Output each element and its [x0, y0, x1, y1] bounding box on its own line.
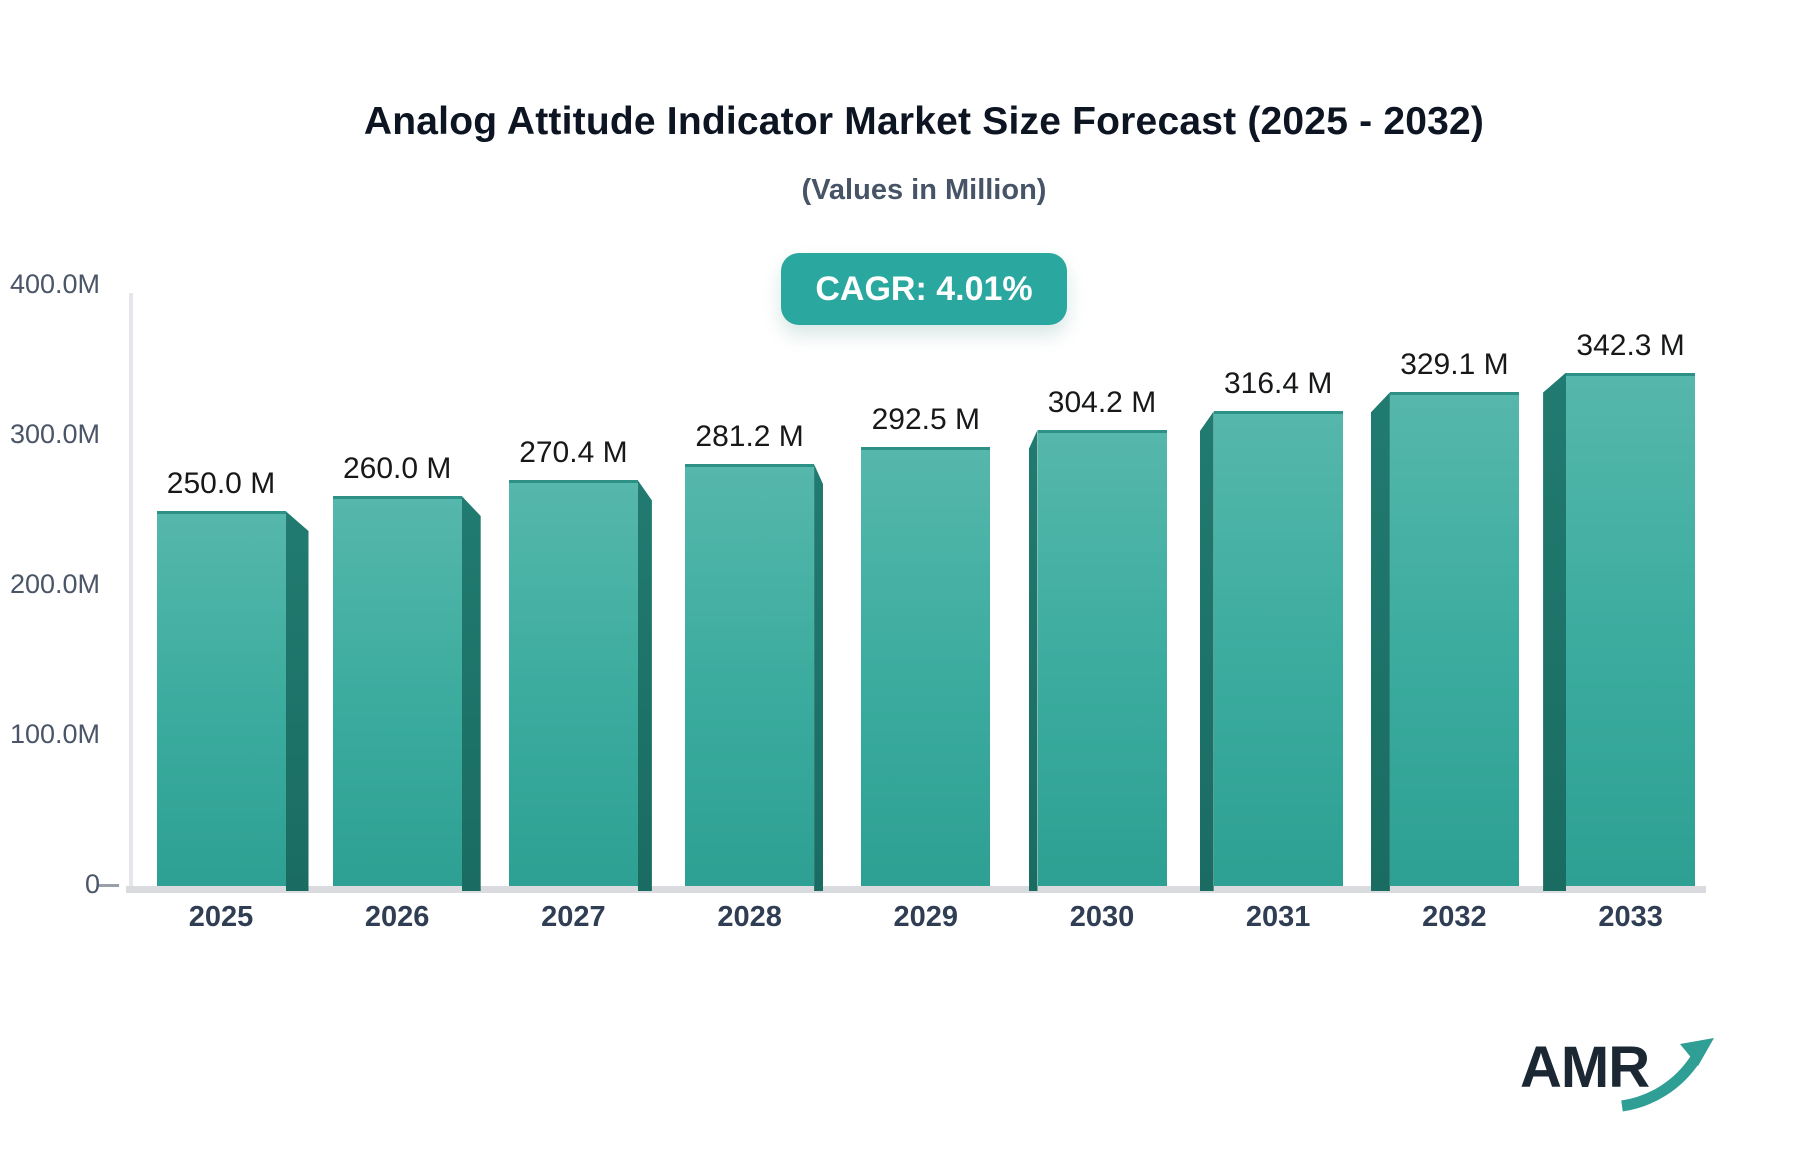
x-axis-baseline: [126, 886, 1706, 893]
bar-value-label: 281.2 M: [695, 420, 804, 454]
bar-value-label: 250.0 M: [166, 467, 276, 500]
bar-side-3d: [1028, 429, 1038, 891]
bar-2032: [1389, 392, 1519, 886]
trend-up-arrow-icon: [1621, 1038, 1714, 1112]
bar-value-label: 292.5 M: [871, 403, 980, 437]
bar-side-3d: [1370, 392, 1390, 891]
amr-logo-text: AMR: [1520, 1035, 1650, 1100]
bar-value-label: 260.0 M: [342, 452, 452, 485]
x-tick-label: 2030: [1069, 901, 1135, 933]
y-tick-label: 200.0M: [9, 569, 100, 599]
cagr-badge-band: CAGR: 4.01%: [24, 253, 1800, 325]
bar-side-3d: [461, 496, 481, 891]
bar-side-3d: [637, 480, 652, 891]
x-tick-label: 2033: [1598, 901, 1663, 933]
bar-value-label: 342.3 M: [1576, 328, 1685, 362]
x-tick-label: 2032: [1422, 901, 1487, 933]
amr-logo: AMR: [1520, 1026, 1720, 1116]
y-tick-label: 100.0M: [9, 719, 100, 749]
x-tick-label: 2026: [364, 901, 430, 933]
y-axis-line: [129, 293, 133, 886]
x-tick-label: 2027: [541, 901, 606, 933]
y-tick-label: 300.0M: [9, 419, 100, 449]
bar-2025: [156, 511, 286, 886]
bar-value-label: 329.1 M: [1400, 348, 1509, 382]
x-tick-label: 2028: [717, 901, 782, 933]
bar-side-3d: [1199, 411, 1214, 891]
bar-value-label: 270.4 M: [519, 436, 628, 470]
zero-tick-mark: [98, 884, 119, 887]
bar-2033: [1566, 372, 1696, 886]
bar-side-3d: [814, 464, 824, 891]
bar-value-label: 304.2 M: [1047, 385, 1157, 419]
bar-2026: [332, 496, 462, 886]
bar-2028: [685, 464, 815, 886]
bar-side-3d: [285, 511, 309, 891]
chart-title: Analog Attitude Indicator Market Size Fo…: [363, 100, 1485, 143]
chart-subtitle: (Values in Million): [801, 174, 1047, 206]
bar-value-label: 316.4 M: [1223, 367, 1333, 401]
y-tick-label: 0: [84, 869, 100, 899]
x-tick-label: 2025: [188, 901, 254, 933]
bar-2029: [861, 447, 991, 886]
y-tick-label: 400.0M: [9, 269, 100, 299]
x-tick-label: 2031: [1245, 901, 1311, 933]
cagr-badge: CAGR: 4.01%: [781, 253, 1067, 325]
bar-2030: [1037, 429, 1167, 886]
bar-2027: [508, 480, 638, 886]
bar-side-3d: [1543, 372, 1567, 891]
x-tick-label: 2029: [893, 901, 959, 933]
bar-2031: [1213, 411, 1343, 886]
